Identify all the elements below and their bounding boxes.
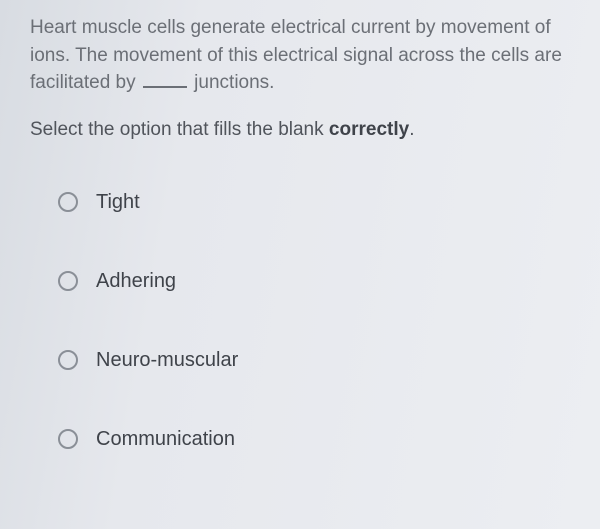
radio-icon [58,429,78,449]
option-label: Adhering [96,270,176,293]
instruction-prefix: Select the option that fills the blank [30,119,329,140]
stem-part2: junctions. [189,72,275,93]
option-adhering[interactable]: Adhering [58,270,580,293]
option-label: Communication [96,428,235,451]
radio-icon [58,192,78,212]
blank-line [143,86,187,88]
instruction: Select the option that fills the blank c… [30,119,580,141]
option-label: Neuro-muscular [96,349,238,372]
option-tight[interactable]: Tight [58,191,580,214]
radio-icon [58,350,78,370]
option-neuro-muscular[interactable]: Neuro-muscular [58,349,580,372]
radio-icon [58,271,78,291]
option-communication[interactable]: Communication [58,428,580,451]
option-label: Tight [96,191,140,214]
instruction-bold: correctly [329,119,409,140]
stem-part1: Heart muscle cells generate electrical c… [30,17,562,93]
instruction-suffix: . [409,119,414,140]
options-group: Tight Adhering Neuro-muscular Communicat… [30,191,580,451]
question-stem: Heart muscle cells generate electrical c… [30,14,580,97]
